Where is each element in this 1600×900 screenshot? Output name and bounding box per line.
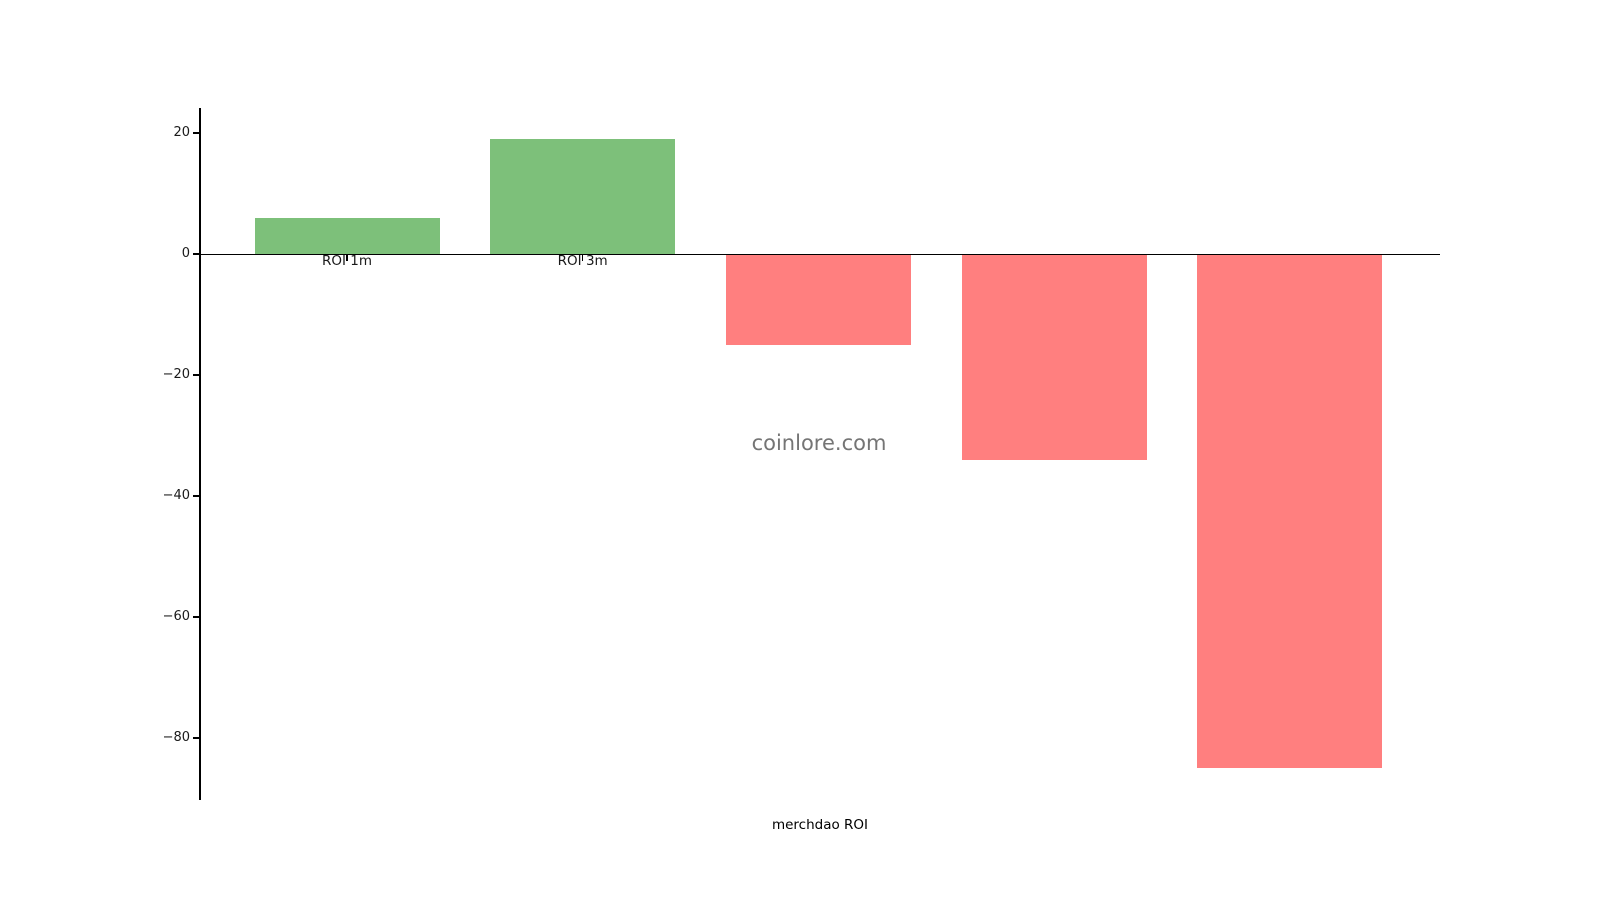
x-axis-title: merchdao ROI — [771, 817, 869, 833]
y-tick-label: 20 — [173, 125, 190, 140]
watermark-text: coinlore.com — [751, 431, 887, 455]
y-tick-mark — [192, 495, 200, 497]
x-tick-mark — [346, 254, 348, 261]
x-tick-mark — [581, 254, 584, 261]
y-tick-mark — [192, 253, 200, 255]
bar — [254, 217, 440, 254]
y-tick-label: −60 — [162, 609, 190, 624]
x-axis-line — [199, 253, 1440, 255]
y-tick-mark — [192, 737, 200, 739]
x-tick-label: ROI 1m — [321, 253, 373, 269]
y-tick-label: −80 — [162, 730, 190, 745]
y-tick-label: 0 — [181, 246, 190, 261]
bar — [490, 139, 676, 254]
bar — [961, 254, 1147, 460]
y-tick-mark — [192, 132, 200, 134]
bar — [1197, 254, 1383, 769]
y-tick-label: −40 — [162, 488, 190, 503]
bar — [725, 254, 911, 345]
y-axis-line — [199, 108, 201, 800]
y-tick-mark — [192, 616, 200, 618]
x-tick-label: ROI 3m — [557, 253, 608, 269]
y-tick-label: −20 — [162, 367, 190, 382]
y-tick-mark — [192, 374, 200, 376]
